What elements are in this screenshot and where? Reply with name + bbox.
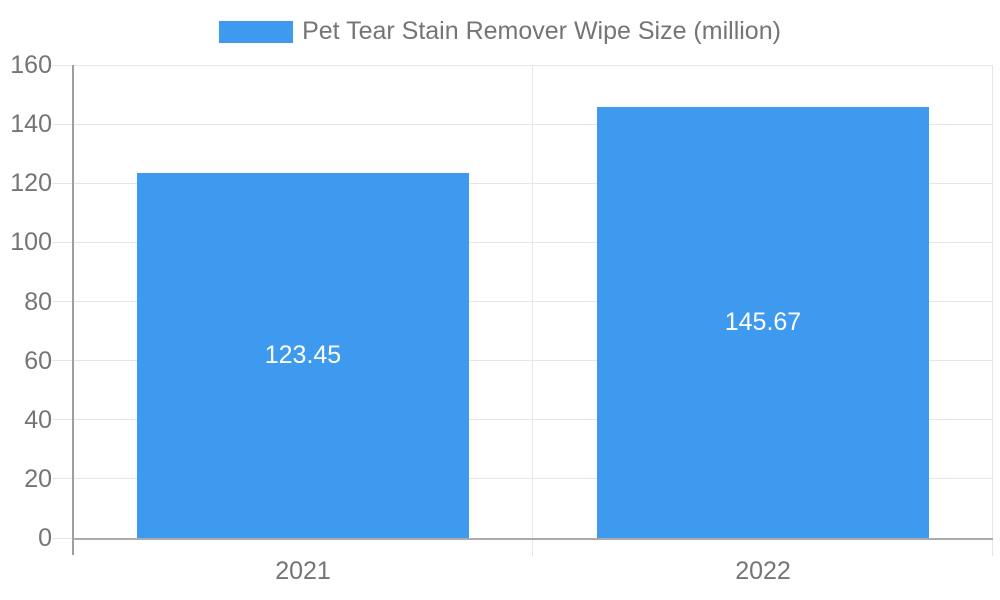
y-tick-label: 20	[24, 464, 52, 493]
bar-value-label: 123.45	[264, 341, 342, 370]
y-tick-label: 160	[10, 51, 52, 79]
bar-2022[interactable]: 145.67	[597, 107, 929, 538]
y-tick-label: 80	[24, 287, 52, 316]
y-axis-line	[72, 65, 74, 555]
h-gridline	[73, 182, 993, 184]
y-tick	[52, 360, 73, 362]
x-tick-label: 2022	[735, 557, 791, 585]
y-tick-label: 100	[10, 228, 52, 257]
h-gridline	[73, 419, 993, 421]
legend-swatch-icon[interactable]	[219, 20, 294, 43]
y-tick-label: 40	[24, 405, 52, 434]
h-gridline	[73, 123, 993, 125]
y-tick	[52, 301, 73, 302]
y-tick	[52, 241, 73, 243]
y-tick	[52, 182, 73, 184]
h-gridline	[73, 241, 993, 243]
legend-label[interactable]: Pet Tear Stain Remover Wipe Size (millio…	[302, 17, 781, 45]
h-gridline	[73, 65, 993, 66]
y-tick	[52, 478, 73, 480]
v-gridline	[532, 65, 533, 556]
h-gridline	[73, 360, 993, 362]
bar-2021[interactable]: 123.45	[137, 173, 469, 538]
bar-value-label: 145.67	[724, 308, 802, 337]
y-tick	[52, 419, 73, 421]
y-tick-label: 140	[10, 110, 52, 139]
y-tick-label: 0	[38, 524, 52, 552]
x-tick-label: 2021	[275, 557, 331, 585]
x-axis-line	[73, 538, 993, 540]
y-tick	[52, 64, 73, 66]
chart-legend: Pet Tear Stain Remover Wipe Size (millio…	[0, 17, 1000, 46]
y-tick	[52, 537, 73, 539]
v-gridline	[992, 65, 993, 556]
y-tick-label: 60	[24, 346, 52, 375]
h-gridline	[73, 478, 993, 480]
plot-area: 0 20 40 60 80 100 120 140 160 123.45 2021 145.67 202…	[10, 52, 993, 584]
h-gridline	[73, 301, 993, 302]
y-tick-label: 120	[10, 169, 52, 198]
y-tick	[52, 123, 73, 125]
